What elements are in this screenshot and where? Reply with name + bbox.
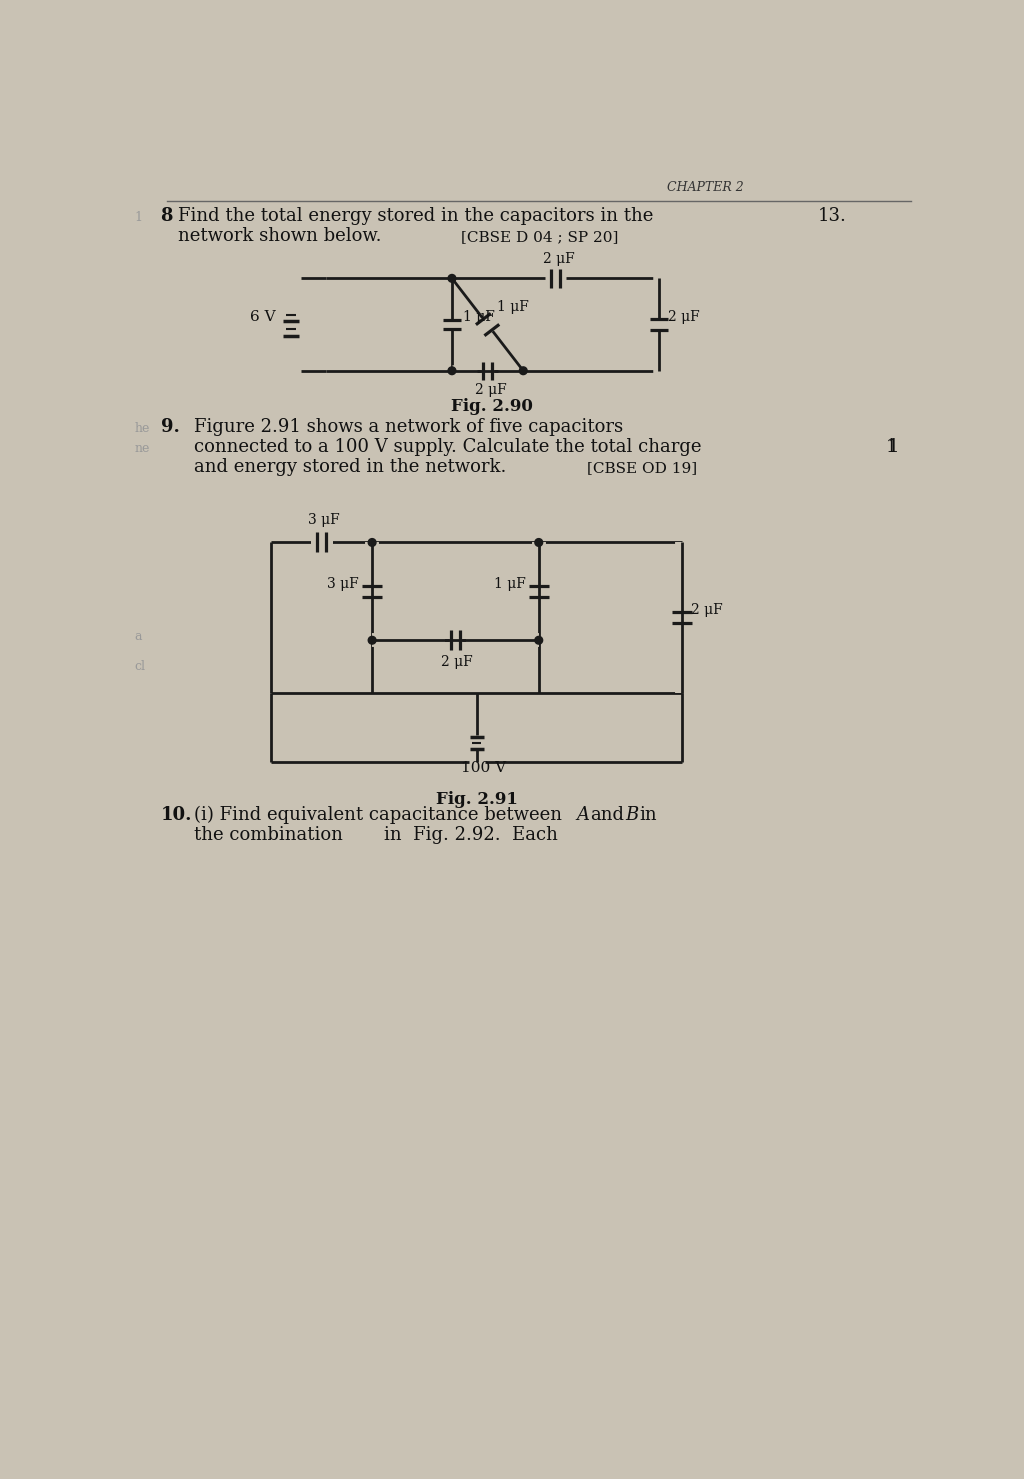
- Text: in: in: [640, 806, 657, 824]
- Text: 1 μF: 1 μF: [494, 577, 525, 592]
- Text: in  Fig. 2.92.  Each: in Fig. 2.92. Each: [384, 825, 558, 843]
- Text: 2 μF: 2 μF: [691, 603, 723, 617]
- Text: 13.: 13.: [818, 207, 847, 225]
- Text: B: B: [626, 806, 639, 824]
- Text: Fig. 2.90: Fig. 2.90: [452, 398, 534, 414]
- Text: 3 μF: 3 μF: [308, 513, 340, 527]
- Text: CHAPTER 2: CHAPTER 2: [667, 180, 743, 194]
- Text: cl: cl: [134, 660, 145, 673]
- Circle shape: [519, 367, 527, 374]
- Text: 1 μF: 1 μF: [497, 300, 528, 314]
- Text: 10.: 10.: [161, 806, 193, 824]
- Text: he: he: [134, 423, 150, 435]
- Text: 1: 1: [888, 438, 899, 457]
- Text: Figure 2.91 shows a network of five capacitors: Figure 2.91 shows a network of five capa…: [194, 419, 623, 436]
- Circle shape: [535, 538, 543, 546]
- Text: Find the total energy stored in the capacitors in the: Find the total energy stored in the capa…: [178, 207, 653, 225]
- Circle shape: [449, 275, 456, 282]
- Circle shape: [369, 636, 376, 643]
- Text: 2 μF: 2 μF: [543, 251, 574, 266]
- Text: (i) Find equivalent capacitance between: (i) Find equivalent capacitance between: [194, 806, 562, 824]
- Text: 1 μF: 1 μF: [463, 311, 495, 324]
- Text: 2 μF: 2 μF: [441, 655, 473, 670]
- Text: a: a: [134, 630, 141, 643]
- Text: 1: 1: [134, 211, 142, 225]
- Text: 1: 1: [886, 438, 897, 457]
- Text: A: A: [575, 806, 589, 824]
- Text: Fig. 2.91: Fig. 2.91: [436, 791, 518, 808]
- Text: 100 V: 100 V: [461, 760, 507, 775]
- Circle shape: [449, 367, 456, 374]
- Text: ne: ne: [134, 442, 150, 456]
- Text: [CBSE OD 19]: [CBSE OD 19]: [587, 461, 697, 475]
- Text: [CBSE D 04 ; SP 20]: [CBSE D 04 ; SP 20]: [461, 231, 618, 244]
- Text: 3 μF: 3 μF: [328, 577, 359, 592]
- Text: connected to a 100 V supply. Calculate the total charge: connected to a 100 V supply. Calculate t…: [194, 438, 701, 457]
- Text: and energy stored in the network.: and energy stored in the network.: [194, 458, 506, 476]
- Circle shape: [535, 636, 543, 643]
- Text: the combination: the combination: [194, 825, 343, 843]
- Circle shape: [369, 538, 376, 546]
- Text: 2 μF: 2 μF: [669, 311, 700, 324]
- Text: 2 μF: 2 μF: [475, 383, 507, 396]
- Text: and: and: [590, 806, 624, 824]
- Text: 9.: 9.: [161, 419, 179, 436]
- Text: 6 V: 6 V: [251, 309, 276, 324]
- Text: 8: 8: [161, 207, 173, 225]
- Text: network shown below.: network shown below.: [178, 228, 382, 246]
